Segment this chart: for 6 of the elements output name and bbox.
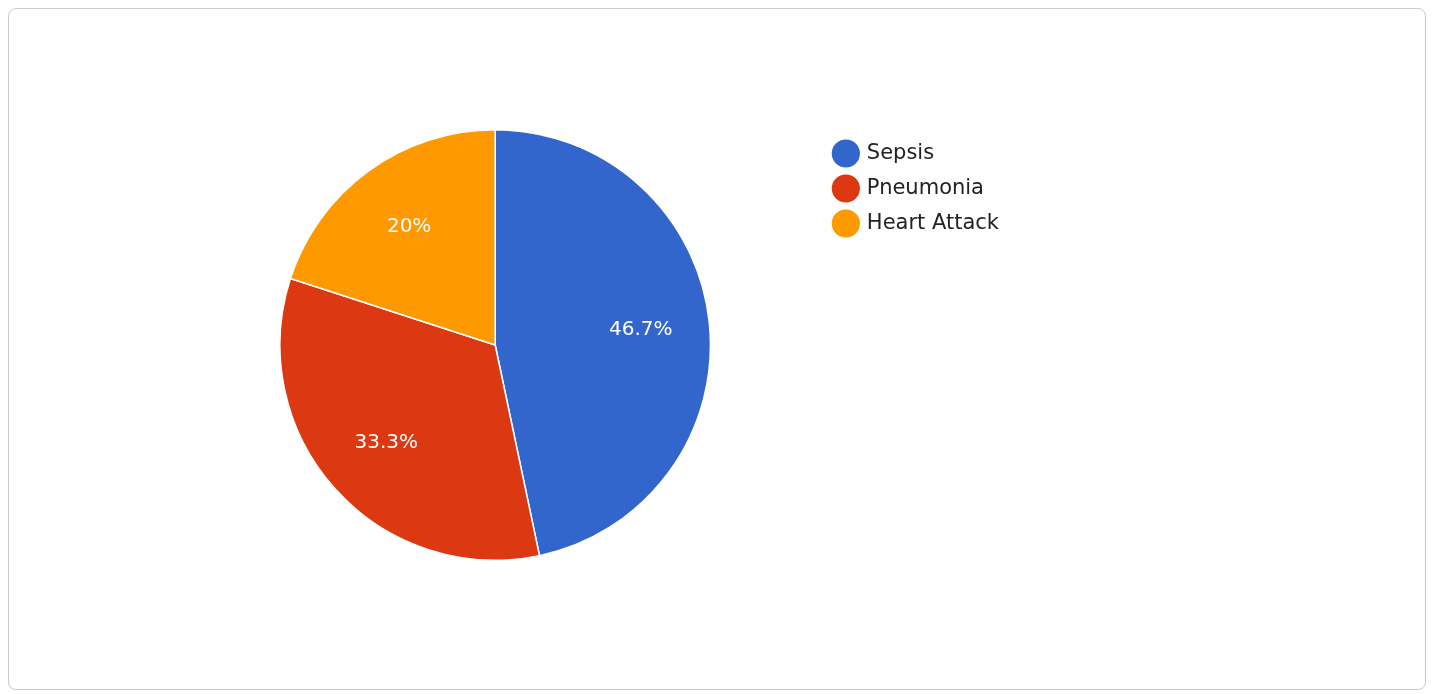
legend-label: Pneumonia — [866, 174, 984, 199]
data-label: 46.7% — [608, 316, 673, 341]
data-label: 33.3% — [354, 429, 419, 454]
data-label: 20% — [386, 212, 432, 237]
legend-label: Heart Attack — [866, 209, 1000, 234]
legend-label: Sepsis — [866, 139, 935, 164]
